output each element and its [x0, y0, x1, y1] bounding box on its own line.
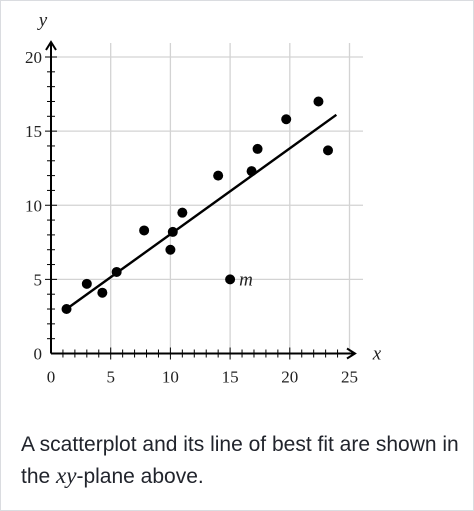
- data-point: [111, 266, 122, 277]
- y-tick-label: 10: [25, 196, 42, 215]
- data-point: [225, 274, 236, 285]
- data-point: [167, 226, 178, 237]
- data-point: [177, 207, 188, 218]
- x-tick-label: 5: [106, 368, 115, 387]
- y-tick-label: 20: [25, 48, 42, 67]
- point-label-m: m: [239, 269, 253, 290]
- x-tick-label: 20: [281, 368, 298, 387]
- x-tick-label: 15: [222, 368, 239, 387]
- x-axis-label: x: [372, 344, 382, 365]
- data-point: [81, 278, 92, 289]
- data-point: [213, 170, 224, 181]
- y-axis-arrowhead: [45, 40, 57, 51]
- data-point: [61, 304, 72, 315]
- best-fit-line: [65, 113, 338, 310]
- chart-caption: A scatterplot and its line of best fit a…: [21, 429, 461, 492]
- x-axis-arrowhead: [346, 347, 357, 360]
- data-point: [252, 143, 263, 154]
- data-point: [313, 96, 324, 107]
- data-point: [97, 287, 108, 298]
- y-tick-label: 0: [34, 345, 43, 364]
- y-axis-label: y: [37, 10, 48, 31]
- data-point: [323, 145, 334, 156]
- y-tick-label: 5: [34, 270, 43, 289]
- caption-text-after: -plane above.: [76, 465, 204, 488]
- y-tick-label: 15: [25, 122, 42, 141]
- x-tick-label: 10: [162, 368, 179, 387]
- data-point: [139, 225, 150, 236]
- data-point: [246, 166, 257, 177]
- scatterplot-chart: 0 5 10 15 20 25 0 5 10 15 20 x y m: [25, 10, 382, 387]
- caption-text-before: A scatterplot and its line of best fit a…: [21, 433, 459, 488]
- x-tick-label: 0: [47, 368, 56, 387]
- x-tick-label: 25: [341, 368, 358, 387]
- data-point: [281, 114, 292, 125]
- caption-math-xy: xy: [56, 463, 77, 488]
- data-point: [165, 244, 176, 255]
